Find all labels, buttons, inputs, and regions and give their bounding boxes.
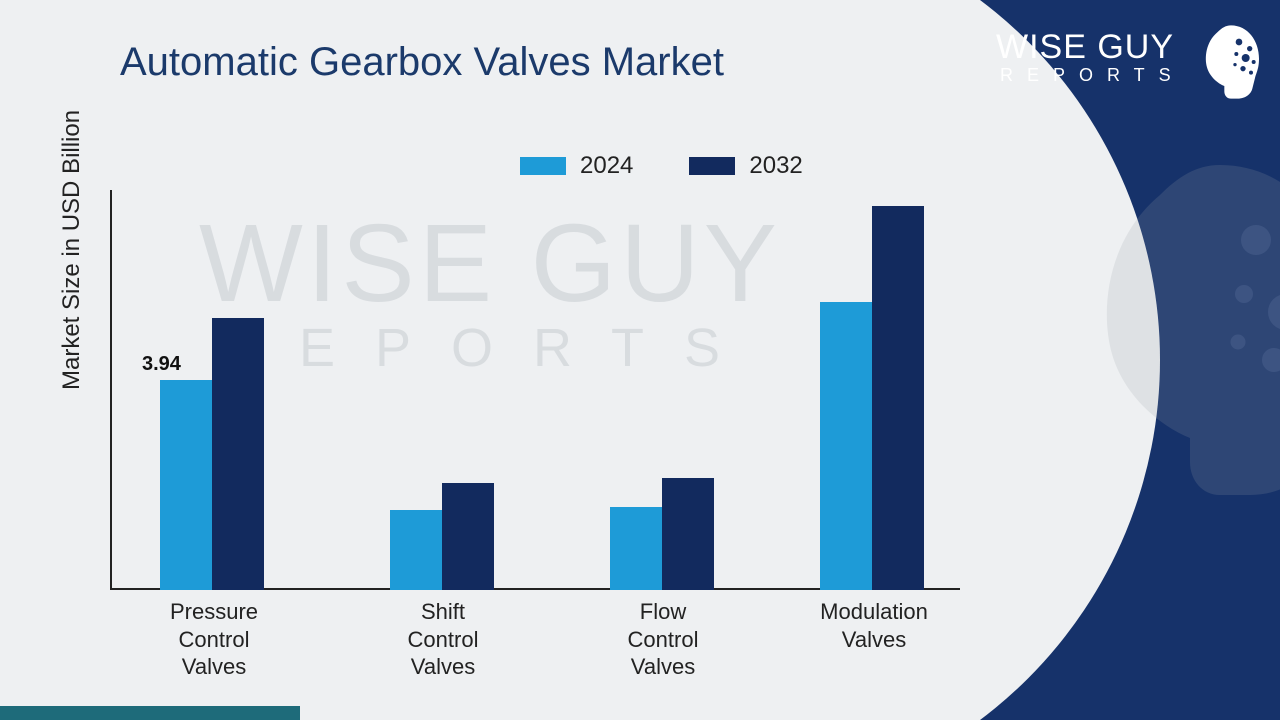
bar-group xyxy=(390,483,494,590)
bar-2032 xyxy=(662,478,714,590)
bar-2032 xyxy=(212,318,264,590)
category-label: FlowControlValves xyxy=(600,598,726,681)
legend-label-2024: 2024 xyxy=(580,152,633,180)
brand-head-icon xyxy=(1196,22,1266,102)
bottom-accent-strip xyxy=(0,706,300,720)
chart-legend: 2024 2032 xyxy=(520,152,803,180)
y-axis-label: Market Size in USD Billion xyxy=(58,110,86,390)
category-label: PressureControlValves xyxy=(144,598,284,681)
legend-swatch-2024 xyxy=(520,157,566,175)
infographic-canvas: WISE GUY REPORTS WISE GUY REPORTS Automa… xyxy=(0,0,1280,720)
bar-2024 xyxy=(390,510,442,590)
chart-plot-area: 3.94PressureControlValvesShiftControlVal… xyxy=(110,190,960,590)
category-label: ModulationValves xyxy=(796,598,952,653)
bar-2032 xyxy=(442,483,494,590)
legend-swatch-2032 xyxy=(689,157,735,175)
legend-item-2032: 2032 xyxy=(689,152,802,180)
y-axis-line xyxy=(110,190,112,590)
legend-item-2024: 2024 xyxy=(520,152,633,180)
bar-group xyxy=(820,206,924,590)
chart-title: Automatic Gearbox Valves Market xyxy=(120,40,724,85)
category-label: ShiftControlValves xyxy=(380,598,506,681)
bar-2032 xyxy=(872,206,924,590)
bar-2024 xyxy=(610,507,662,590)
bar-2024 xyxy=(160,380,212,590)
legend-label-2032: 2032 xyxy=(749,152,802,180)
bar-value-label: 3.94 xyxy=(142,353,181,376)
bar-2024 xyxy=(820,302,872,590)
bar-group xyxy=(610,478,714,590)
